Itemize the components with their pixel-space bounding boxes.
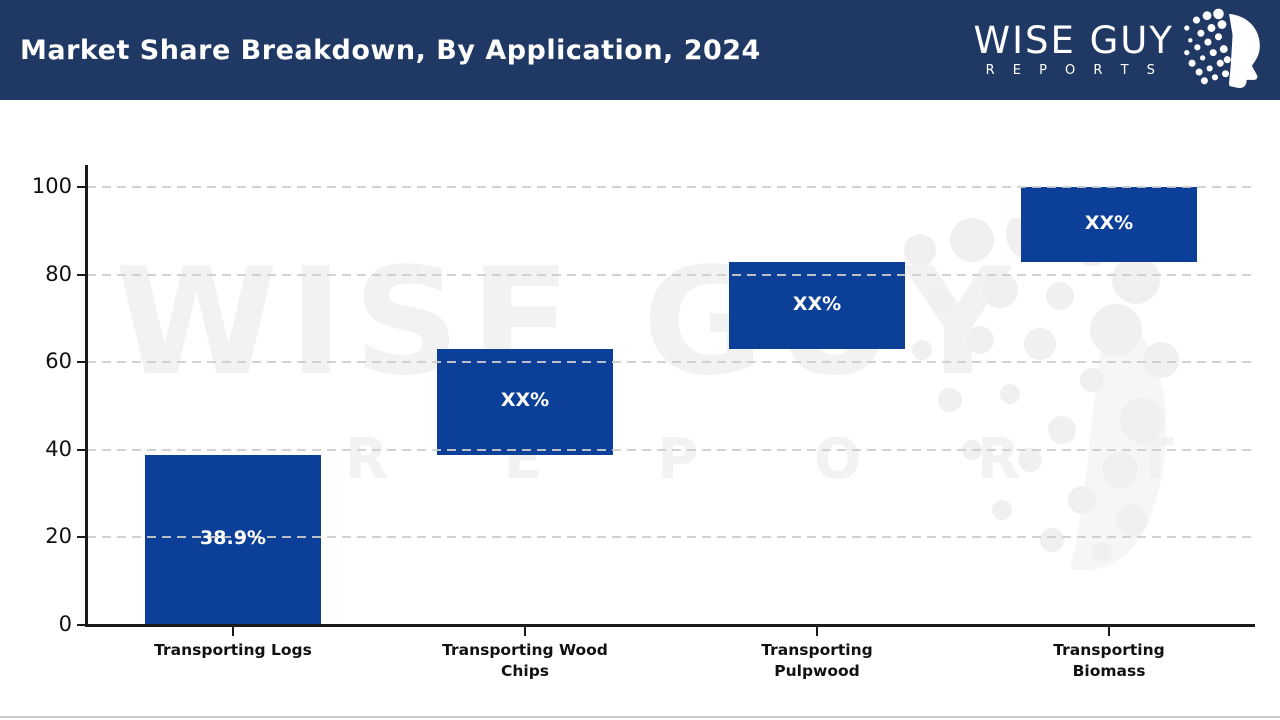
x-tick-3 <box>816 627 818 636</box>
logo-subtitle: R E P O R T S <box>985 63 1162 78</box>
x-tick-4 <box>1108 627 1110 636</box>
x-tick-label: Transporting Biomass <box>1053 641 1165 680</box>
y-tick-label: 100 <box>31 174 72 198</box>
bar-3 <box>729 262 905 350</box>
x-tick-1 <box>232 627 234 636</box>
page-title: Market Share Breakdown, By Application, … <box>20 34 761 66</box>
bar-value-label: 38.9% <box>200 526 266 549</box>
y-tick-label: 80 <box>45 261 72 286</box>
y-tick-60 <box>77 361 86 364</box>
y-tick-label: 60 <box>45 349 72 374</box>
bar-value-label: XX% <box>792 292 842 315</box>
bar-1 <box>145 454 321 625</box>
gridline-40 <box>87 448 1255 451</box>
gridline-60 <box>87 361 1255 364</box>
x-tick-2 <box>524 627 526 636</box>
y-tick-100 <box>77 186 86 188</box>
y-tick-20 <box>77 536 86 539</box>
x-tick-label: Transporting Wood Chips <box>442 641 608 680</box>
bar-value-label: XX% <box>1084 211 1134 234</box>
y-tick-80 <box>77 273 86 276</box>
y-tick-label: 20 <box>45 524 72 549</box>
gridline-80 <box>87 273 1255 276</box>
y-tick-label: 40 <box>45 436 72 461</box>
logo-face-icon <box>1184 8 1260 89</box>
gridline-100 <box>87 186 1255 188</box>
logo-text: WISE GUY R E P O R T S <box>974 22 1174 78</box>
wise-guy-logo: WISE GUY R E P O R T S <box>974 7 1266 93</box>
bar-4 <box>1021 187 1197 263</box>
gridline-20 <box>87 536 1255 539</box>
y-tick-40 <box>77 448 86 451</box>
bar-value-label: XX% <box>500 388 550 411</box>
x-tick-label: Transporting Logs <box>154 641 312 659</box>
logo-wordmark: WISE GUY <box>973 19 1174 62</box>
x-axis-spine <box>85 624 1255 627</box>
bottom-border <box>0 716 1280 718</box>
y-tick-0 <box>77 624 86 626</box>
bar-2 <box>437 349 613 455</box>
y-axis-spine <box>85 165 88 627</box>
x-tick-label: Transporting Pulpwood <box>761 641 873 680</box>
y-tick-label: 0 <box>58 612 72 636</box>
header: Market Share Breakdown, By Application, … <box>0 0 1280 100</box>
